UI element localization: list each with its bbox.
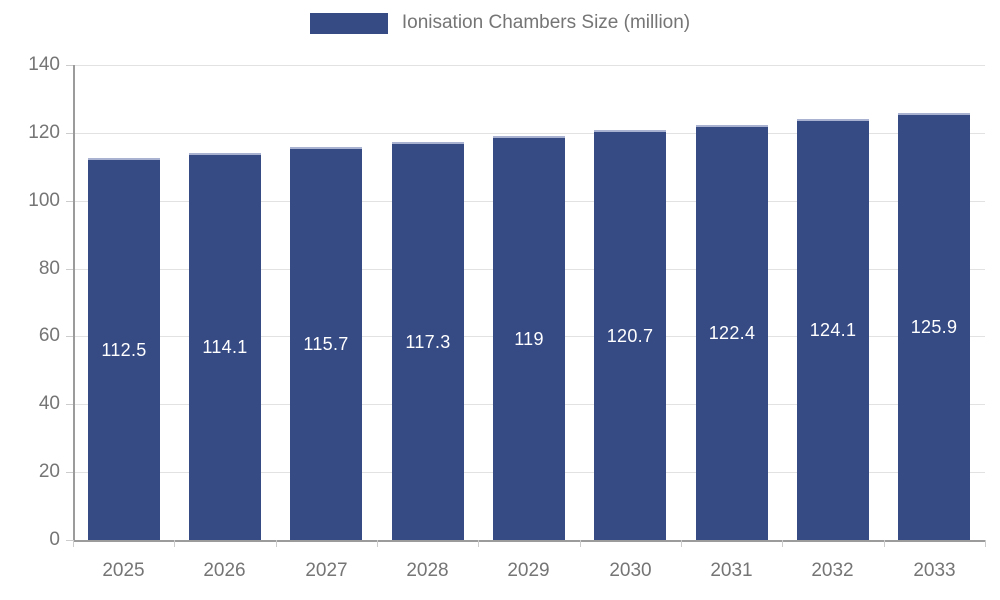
- x-axis-tick: [478, 540, 479, 547]
- bar-value-label: 117.3: [405, 331, 451, 352]
- y-axis-tick: [66, 201, 73, 202]
- y-axis-tick: [66, 133, 73, 134]
- y-axis-tick-label: 20: [38, 461, 60, 482]
- bar-value-label: 112.5: [101, 339, 147, 360]
- y-axis-tick: [66, 404, 73, 405]
- y-axis-tick-label: 60: [38, 325, 60, 346]
- bar-2030[interactable]: 120.7: [594, 130, 666, 540]
- bar-value-label: 120.7: [606, 325, 654, 346]
- bar-2026[interactable]: 114.1: [189, 153, 261, 540]
- x-axis-category-label: 2033: [913, 560, 956, 581]
- bar-2029[interactable]: 119: [493, 136, 565, 540]
- x-axis-tick: [681, 540, 682, 547]
- gridline: [73, 133, 985, 134]
- y-axis-tick-label: 0: [49, 529, 60, 550]
- y-axis-tick-label: 40: [38, 393, 60, 414]
- x-axis-category-label: 2031: [710, 560, 753, 581]
- y-axis-line: [73, 65, 75, 540]
- bar-2033[interactable]: 125.9: [898, 113, 970, 540]
- x-axis-tick: [174, 540, 175, 547]
- x-axis-category-label: 2030: [609, 560, 652, 581]
- legend-label: Ionisation Chambers Size (million): [401, 12, 691, 33]
- y-axis-tick-label: 100: [28, 190, 60, 211]
- bar-value-label: 122.4: [708, 323, 756, 343]
- bar-2025[interactable]: 112.5: [88, 158, 160, 540]
- x-axis-tick: [985, 540, 986, 547]
- bar-2028[interactable]: 117.3: [392, 142, 464, 540]
- x-axis-tick: [377, 540, 378, 547]
- bar-value-label: 125.9: [910, 317, 958, 337]
- bar-value-label: 115.7: [303, 334, 349, 354]
- bar-value-label: 114.1: [202, 337, 248, 357]
- bar-2032[interactable]: 124.1: [797, 119, 869, 540]
- x-axis-category-label: 2025: [102, 560, 145, 581]
- bar-value-label: 124.1: [809, 320, 857, 340]
- x-axis-category-label: 2032: [811, 560, 854, 581]
- x-axis-tick: [276, 540, 277, 547]
- x-axis-tick: [884, 540, 885, 547]
- x-axis-line: [73, 540, 985, 542]
- gridline: [73, 65, 985, 66]
- legend-swatch: [309, 12, 388, 34]
- y-axis-tick: [66, 269, 73, 270]
- x-axis-tick: [782, 540, 783, 547]
- x-axis-tick: [73, 540, 74, 547]
- x-axis-tick: [580, 540, 581, 547]
- legend[interactable]: Ionisation Chambers Size (million): [0, 12, 1000, 34]
- x-axis-category-label: 2027: [305, 560, 348, 581]
- y-axis-tick: [66, 65, 73, 66]
- y-axis-tick-label: 120: [28, 122, 60, 143]
- x-axis-category-label: 2026: [203, 560, 246, 581]
- y-axis-tick-label: 80: [38, 258, 60, 279]
- bar-2027[interactable]: 115.7: [290, 147, 362, 540]
- y-axis-tick-label: 140: [28, 54, 60, 75]
- y-axis-tick: [66, 540, 73, 541]
- x-axis-category-label: 2028: [406, 560, 449, 581]
- bar-value-label: 119: [514, 328, 544, 349]
- x-axis-category-label: 2029: [507, 560, 550, 581]
- bar-2031[interactable]: 122.4: [696, 125, 768, 540]
- y-axis-tick: [66, 336, 73, 337]
- y-axis-tick: [66, 472, 73, 473]
